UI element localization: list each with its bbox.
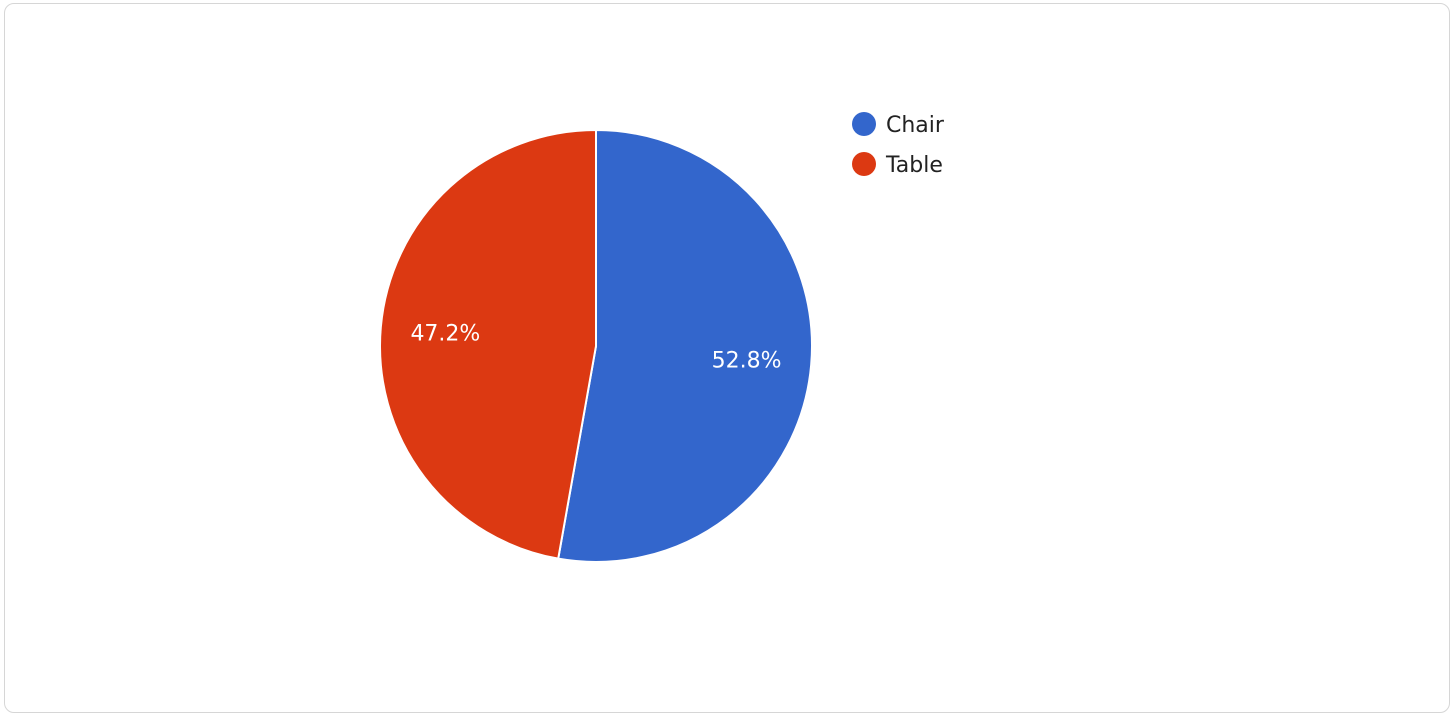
pie-slice-labels: 52.8% 47.2% — [410, 322, 781, 374]
slice-label-table: 47.2% — [410, 322, 480, 347]
pie-slice-chair[interactable] — [557, 128, 813, 563]
legend-label-chair: Chair — [886, 113, 945, 138]
legend-label-table: Table — [885, 153, 943, 178]
pie-slice-table[interactable] — [379, 128, 597, 560]
pie-slices — [379, 128, 813, 563]
slice-label-chair: 52.8% — [712, 348, 782, 373]
legend-item-chair[interactable]: Chair — [852, 112, 945, 138]
legend-marker-chair — [852, 112, 876, 136]
legend: Chair Table — [852, 112, 945, 178]
legend-marker-table — [852, 152, 876, 176]
legend-item-table[interactable]: Table — [852, 152, 943, 178]
